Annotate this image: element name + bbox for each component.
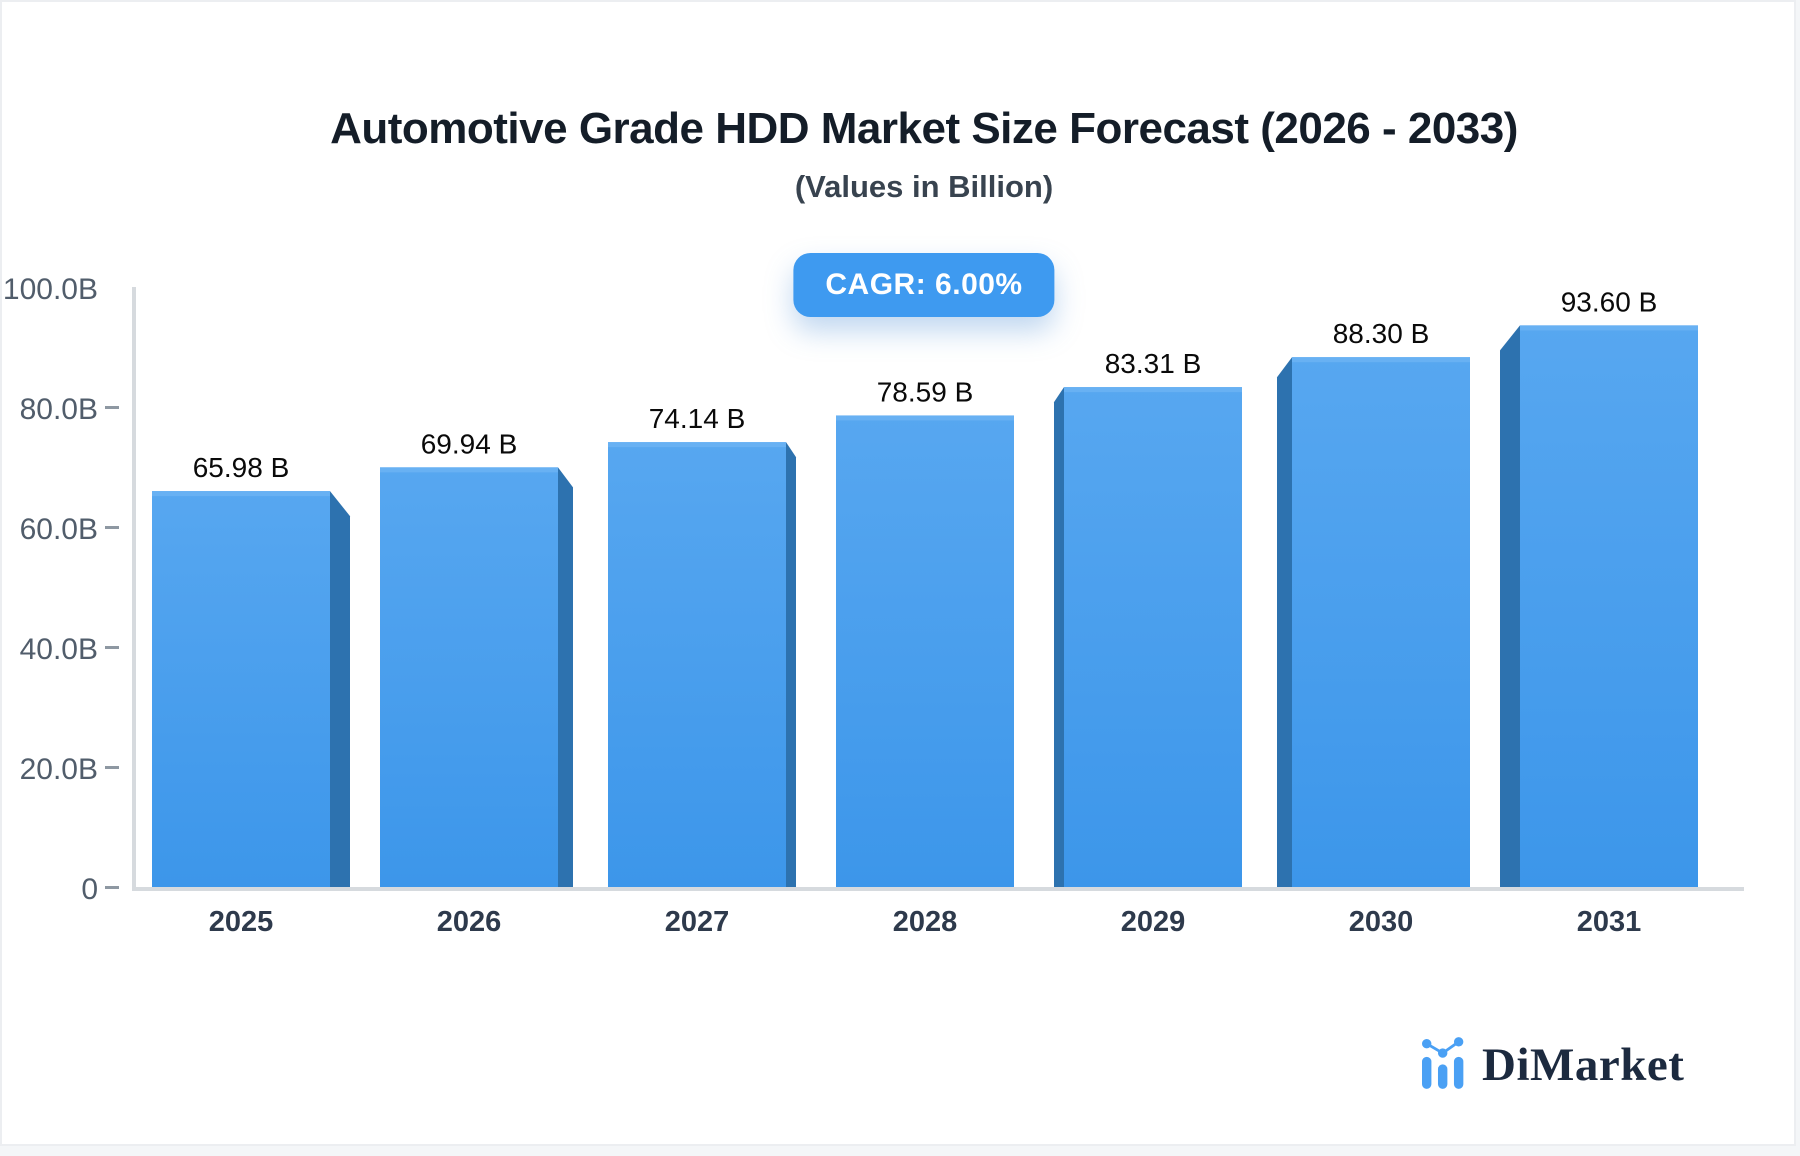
bar-value-label: 74.14 B: [649, 403, 746, 434]
bar-value-label: 93.60 B: [1561, 286, 1658, 317]
bar-front-face: [608, 442, 786, 891]
bar-top-highlight: [152, 491, 330, 497]
bar-value-label: 83.31 B: [1105, 348, 1202, 379]
brand-name: DiMarket: [1482, 1039, 1685, 1091]
bar-group-2030[interactable]: 88.30 B 2030: [1277, 318, 1470, 938]
bar-side-face: [558, 467, 573, 891]
x-axis-label: 2029: [1121, 906, 1186, 938]
bar-value-label: 69.94 B: [421, 428, 518, 459]
bar-front-face: [380, 467, 558, 891]
bar-top-highlight: [836, 415, 1014, 421]
x-axis-label: 2030: [1349, 906, 1414, 938]
bar-group-2028[interactable]: 78.59 B 2028: [836, 376, 1014, 938]
bar-chart-logo-icon: [1422, 1037, 1464, 1089]
x-axis-label: 2028: [893, 906, 958, 938]
bar-top-highlight: [1064, 387, 1242, 393]
bar-front-face: [1292, 357, 1470, 891]
bar-top-highlight: [380, 467, 558, 473]
bar-side-face: [786, 442, 796, 891]
brand-logo: DiMarket: [1422, 1036, 1684, 1089]
bar-group-2027[interactable]: 74.14 B 2027: [608, 403, 796, 938]
bar-front-face: [152, 491, 330, 891]
x-axis-line: [132, 887, 1744, 891]
bar-front-face: [1520, 325, 1698, 891]
bar-group-2031[interactable]: 93.60 B 2031: [1500, 286, 1698, 938]
y-axis-line: [132, 287, 136, 891]
y-tick-label: 40.0B: [20, 633, 98, 666]
x-axis-label: 2031: [1577, 906, 1642, 938]
bar-value-label: 78.59 B: [877, 376, 974, 407]
bar-front-face: [1064, 387, 1242, 891]
y-tick-label: 60.0B: [20, 513, 98, 546]
bar-front-face: [836, 415, 1014, 891]
y-tick-label: 80.0B: [20, 393, 98, 426]
bar-side-face: [1277, 357, 1292, 891]
y-tick-dash: [105, 526, 119, 529]
bar-value-label: 65.98 B: [193, 452, 290, 483]
bar-side-face: [330, 491, 350, 891]
y-tick-dash: [105, 406, 119, 409]
bar-chart: 0 20.0B 40.0B 60.0B 80.0B 100.0B 65.98 B 2025 69…: [3, 273, 1744, 938]
cagr-badge: CAGR: 6.00%: [793, 253, 1055, 317]
bar-top-highlight: [1520, 325, 1698, 331]
chart-title: Automotive Grade HDD Market Size Forecas…: [330, 104, 1518, 153]
bar-group-2025[interactable]: 65.98 B 2025: [152, 452, 350, 938]
y-tick-dash: [105, 646, 119, 649]
bar-value-label: 88.30 B: [1333, 318, 1430, 349]
chart-subtitle: (Values in Billion): [794, 169, 1054, 204]
x-axis-label: 2027: [665, 906, 730, 938]
x-axis-label: 2026: [437, 906, 502, 938]
y-tick-label: 100.0B: [3, 273, 98, 306]
y-tick-dash: [105, 766, 119, 769]
bar-side-face: [1500, 325, 1520, 891]
y-tick-label: 0: [81, 873, 98, 906]
bar-group-2026[interactable]: 69.94 B 2026: [380, 428, 573, 938]
bar-side-face: [1054, 387, 1064, 891]
y-tick-label: 20.0B: [20, 753, 98, 786]
y-tick-dash: [105, 886, 119, 889]
x-axis-label: 2025: [209, 906, 274, 938]
bar-top-highlight: [1292, 357, 1470, 363]
bar-top-highlight: [608, 442, 786, 448]
bar-group-2029[interactable]: 83.31 B 2029: [1054, 348, 1242, 938]
